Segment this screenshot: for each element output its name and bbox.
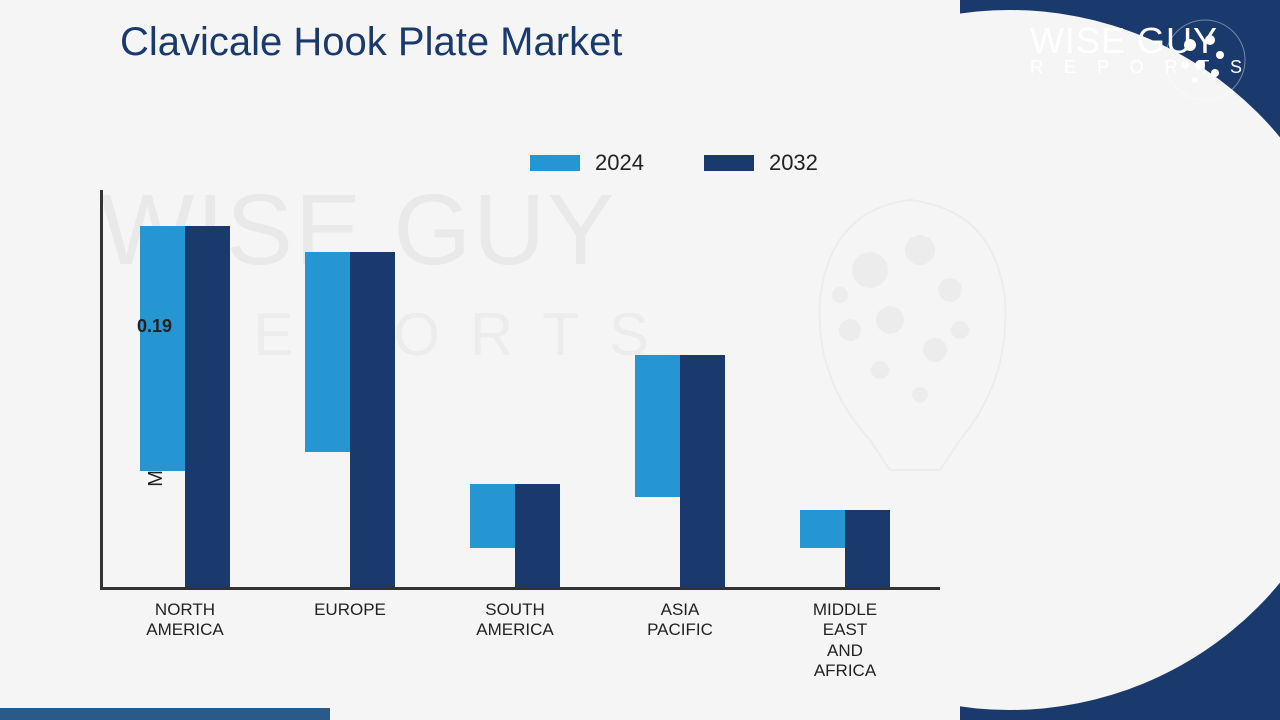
x-axis-label: EUROPE [290, 600, 410, 620]
x-axis-label: MIDDLEEASTANDAFRICA [785, 600, 905, 682]
brand-name: WISE GUY [1030, 20, 1250, 62]
x-axis-label: NORTHAMERICA [125, 600, 245, 641]
bar-2032 [350, 252, 395, 587]
bar-group [135, 226, 235, 587]
legend-item-2032: 2032 [704, 150, 818, 176]
x-axis-label: SOUTHAMERICA [455, 600, 575, 641]
bar-2032 [515, 484, 560, 587]
bar-group [300, 252, 400, 587]
bar-group [795, 510, 895, 587]
bar-2024 [140, 226, 185, 471]
chart-area: Market Size in USD Billion 2024 2032 NOR… [100, 150, 940, 590]
bar-group [465, 484, 565, 587]
legend-item-2024: 2024 [530, 150, 644, 176]
bar-2024 [800, 510, 845, 549]
legend-label-2032: 2032 [769, 150, 818, 176]
brand-logo: WISE GUY R E P O R T S [1030, 20, 1250, 78]
bar-2024 [305, 252, 350, 452]
data-label: 0.19 [137, 316, 172, 337]
bar-2024 [470, 484, 515, 549]
legend-label-2024: 2024 [595, 150, 644, 176]
bar-2024 [635, 355, 680, 497]
brand-subtitle: R E P O R T S [1030, 57, 1250, 78]
bar-2032 [680, 355, 725, 587]
bottom-accent-bar [0, 708, 330, 720]
chart-title: Clavicale Hook Plate Market [120, 20, 622, 65]
x-axis-line [100, 587, 940, 590]
bar-2032 [185, 226, 230, 587]
legend-swatch-2032 [704, 155, 754, 171]
legend: 2024 2032 [530, 150, 818, 176]
legend-swatch-2024 [530, 155, 580, 171]
bar-group [630, 355, 730, 587]
x-axis-label: ASIAPACIFIC [620, 600, 740, 641]
plot-area: NORTHAMERICA0.19EUROPESOUTHAMERICAASIAPA… [100, 190, 940, 590]
bar-2032 [845, 510, 890, 587]
y-axis-line [100, 190, 103, 590]
